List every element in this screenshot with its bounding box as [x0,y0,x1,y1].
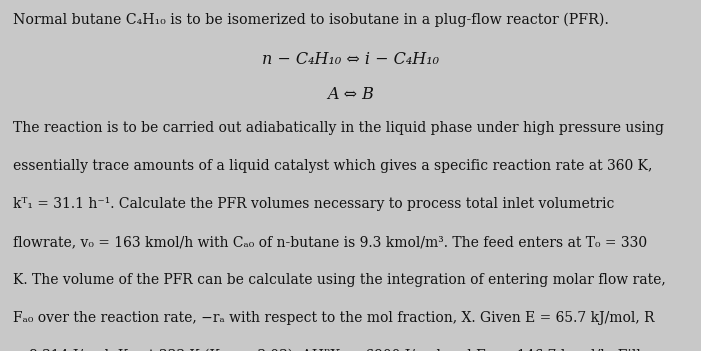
Text: Normal butane C₄H₁₀ is to be isomerized to isobutane in a plug-flow reactor (PFR: Normal butane C₄H₁₀ is to be isomerized … [13,12,608,27]
Text: kᵀ₁ = 31.1 h⁻¹. Calculate the PFR volumes necessary to process total inlet volum: kᵀ₁ = 31.1 h⁻¹. Calculate the PFR volume… [13,197,614,211]
Text: A ⇔ B: A ⇔ B [327,86,374,103]
Text: = 8.314 J/mol, Kᴄ at 333 K (Kᴄₜ₂ = 3.03), ΔHᴿX = -6900 J/mol and Fₐ₀ = 146.7 kmo: = 8.314 J/mol, Kᴄ at 333 K (Kᴄₜ₂ = 3.03)… [13,349,641,351]
Text: The reaction is to be carried out adiabatically in the liquid phase under high p: The reaction is to be carried out adiaba… [13,121,664,135]
Text: essentially trace amounts of a liquid catalyst which gives a specific reaction r: essentially trace amounts of a liquid ca… [13,159,652,173]
Text: Fₐ₀ over the reaction rate, −rₐ with respect to the mol fraction, X. Given E = 6: Fₐ₀ over the reaction rate, −rₐ with res… [13,311,654,325]
Text: flowrate, v₀ = 163 kmol/h with Cₐ₀ of n-butane is 9.3 kmol/m³. The feed enters a: flowrate, v₀ = 163 kmol/h with Cₐ₀ of n-… [13,235,647,249]
Text: K. The volume of the PFR can be calculate using the integration of entering mola: K. The volume of the PFR can be calculat… [13,273,665,287]
Text: n − C₄H₁₀ ⇔ i − C₄H₁₀: n − C₄H₁₀ ⇔ i − C₄H₁₀ [262,51,439,68]
